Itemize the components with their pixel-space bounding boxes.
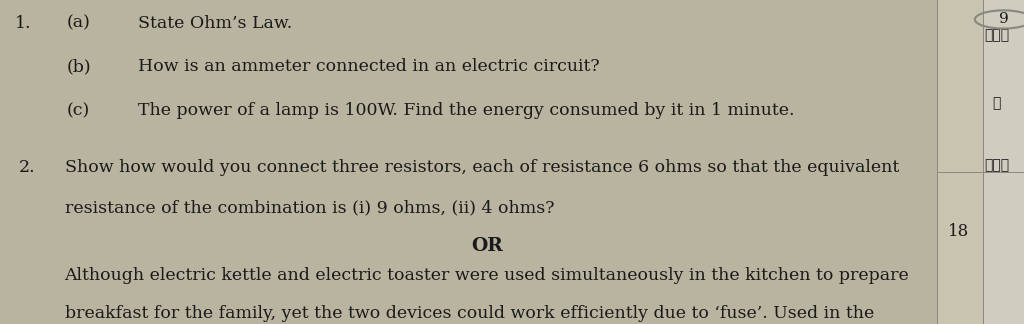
Text: Show how would you connect three resistors, each of resistance 6 ohms so that th: Show how would you connect three resisto… [65, 159, 899, 176]
Text: (b): (b) [67, 58, 91, 75]
Text: 9: 9 [998, 12, 1009, 27]
Text: breakfast for the family, yet the two devices could work efficiently due to ‘fus: breakfast for the family, yet the two de… [65, 305, 873, 321]
Text: resistance of the combination is (i) 9 ohms, (ii) 4 ohms?: resistance of the combination is (i) 9 o… [65, 199, 554, 216]
Text: 1.: 1. [15, 15, 32, 31]
Text: (a): (a) [67, 15, 90, 31]
Text: OR: OR [471, 237, 503, 255]
Text: 2.: 2. [18, 159, 35, 176]
Text: State Ohm’s Law.: State Ohm’s Law. [138, 15, 293, 31]
Text: The power of a lamp is 100W. Find the energy consumed by it in 1 minute.: The power of a lamp is 100W. Find the en… [138, 102, 795, 119]
Bar [937, 0, 983, 324]
Text: ग: ग [992, 97, 1000, 111]
Text: में: में [984, 158, 1009, 172]
Text: (c): (c) [67, 102, 90, 119]
Text: में: में [984, 29, 1009, 43]
Text: 18: 18 [948, 223, 970, 240]
Text: Although electric kettle and electric toaster were used simultaneously in the ki: Although electric kettle and electric to… [65, 267, 909, 284]
Text: How is an ammeter connected in an electric circuit?: How is an ammeter connected in an electr… [138, 58, 600, 75]
Bar [983, 0, 1024, 324]
